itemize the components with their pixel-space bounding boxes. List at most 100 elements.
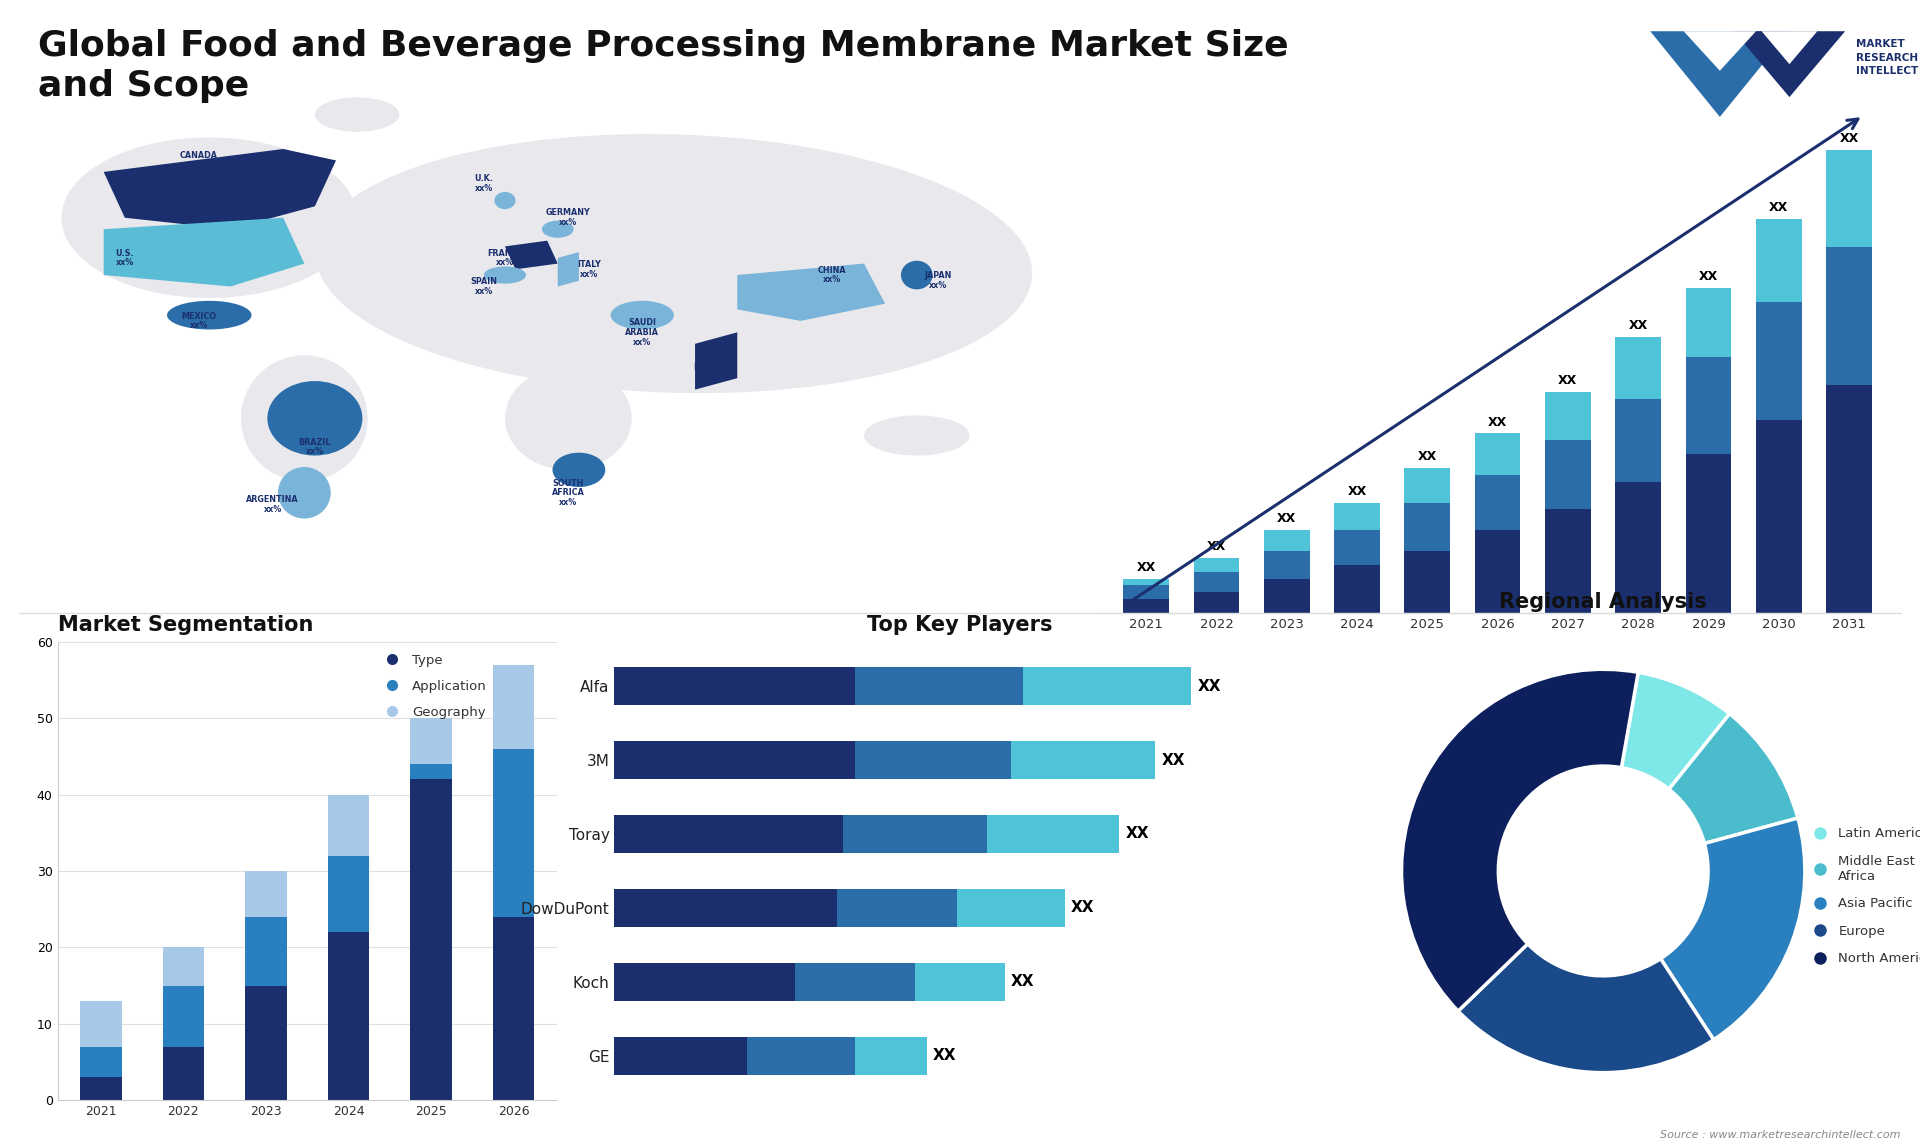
- Bar: [614, 667, 854, 705]
- Text: XX: XX: [1839, 132, 1859, 146]
- Bar: [747, 1037, 854, 1075]
- Text: XX: XX: [1699, 270, 1718, 283]
- Ellipse shape: [167, 301, 252, 330]
- Bar: [1123, 579, 1169, 586]
- Text: XX: XX: [933, 1049, 956, 1063]
- Text: XX: XX: [1417, 450, 1436, 463]
- Bar: [956, 888, 1066, 927]
- Bar: [1194, 558, 1238, 572]
- Bar: [411, 779, 451, 1100]
- Bar: [1546, 392, 1592, 440]
- Ellipse shape: [278, 468, 330, 518]
- Text: INDIA
xx%: INDIA xx%: [693, 363, 718, 382]
- Polygon shape: [104, 218, 303, 286]
- Bar: [411, 764, 451, 779]
- Bar: [328, 856, 369, 932]
- Text: CHINA
xx%: CHINA xx%: [818, 266, 847, 284]
- Text: U.S.
xx%: U.S. xx%: [115, 249, 134, 267]
- Bar: [328, 794, 369, 856]
- Text: XX: XX: [1628, 319, 1647, 332]
- Bar: [1826, 246, 1872, 385]
- Bar: [614, 888, 837, 927]
- Polygon shape: [559, 252, 580, 286]
- Bar: [1615, 337, 1661, 399]
- Bar: [614, 963, 795, 1002]
- Text: SAUDI
ARABIA
xx%: SAUDI ARABIA xx%: [626, 319, 659, 346]
- Wedge shape: [1402, 669, 1638, 1011]
- Text: JAPAN
xx%: JAPAN xx%: [924, 272, 952, 290]
- Ellipse shape: [495, 193, 515, 210]
- Bar: [1615, 399, 1661, 481]
- Bar: [1686, 289, 1732, 358]
- Text: XX: XX: [1348, 485, 1367, 497]
- Bar: [614, 740, 854, 779]
- Text: XX: XX: [1208, 540, 1227, 554]
- Bar: [1404, 503, 1450, 551]
- Bar: [854, 1037, 927, 1075]
- Text: FRANCE
xx%: FRANCE xx%: [488, 249, 522, 267]
- Bar: [246, 986, 286, 1100]
- Bar: [1757, 303, 1801, 419]
- Ellipse shape: [553, 453, 605, 487]
- Bar: [1012, 740, 1156, 779]
- Wedge shape: [1668, 714, 1797, 843]
- Wedge shape: [1661, 818, 1805, 1039]
- Polygon shape: [505, 241, 559, 269]
- Title: Regional Analysis: Regional Analysis: [1500, 591, 1707, 612]
- Text: Source : www.marketresearchintellect.com: Source : www.marketresearchintellect.com: [1661, 1130, 1901, 1140]
- Bar: [1404, 468, 1450, 503]
- Text: U.K.
xx%: U.K. xx%: [474, 174, 493, 193]
- Polygon shape: [737, 264, 885, 321]
- Text: SPAIN
xx%: SPAIN xx%: [470, 277, 497, 296]
- Bar: [1334, 503, 1380, 531]
- Wedge shape: [1620, 673, 1730, 790]
- Text: XX: XX: [1012, 974, 1035, 989]
- Ellipse shape: [315, 134, 1033, 393]
- Ellipse shape: [900, 261, 933, 290]
- Text: XX: XX: [1071, 901, 1094, 916]
- Polygon shape: [1734, 31, 1845, 97]
- Text: Global Food and Beverage Processing Membrane Market Size
and Scope: Global Food and Beverage Processing Memb…: [38, 29, 1288, 103]
- Ellipse shape: [484, 267, 526, 284]
- Bar: [854, 667, 1023, 705]
- Polygon shape: [1684, 31, 1757, 71]
- Text: XX: XX: [1125, 826, 1148, 841]
- Ellipse shape: [267, 380, 363, 456]
- Bar: [1023, 667, 1192, 705]
- Bar: [1475, 433, 1521, 474]
- Text: XX: XX: [1137, 560, 1156, 574]
- Wedge shape: [1457, 944, 1715, 1073]
- Bar: [411, 719, 451, 764]
- Bar: [246, 917, 286, 986]
- Text: XX: XX: [1559, 374, 1578, 387]
- Bar: [1404, 551, 1450, 613]
- Text: Market Segmentation: Market Segmentation: [58, 614, 313, 635]
- Bar: [1686, 454, 1732, 613]
- Text: BRAZIL
xx%: BRAZIL xx%: [300, 438, 330, 456]
- Bar: [1475, 474, 1521, 531]
- Text: SOUTH
AFRICA
xx%: SOUTH AFRICA xx%: [551, 479, 586, 507]
- Bar: [246, 871, 286, 917]
- Ellipse shape: [864, 416, 970, 455]
- Bar: [81, 1077, 121, 1100]
- Bar: [163, 1046, 204, 1100]
- Bar: [1686, 358, 1732, 454]
- Bar: [493, 748, 534, 917]
- Bar: [843, 815, 987, 854]
- Ellipse shape: [61, 138, 357, 298]
- Bar: [1334, 565, 1380, 613]
- Bar: [493, 917, 534, 1100]
- Bar: [1546, 510, 1592, 613]
- Bar: [1263, 579, 1309, 613]
- Text: XX: XX: [1768, 202, 1788, 214]
- Bar: [795, 963, 916, 1002]
- Text: XX: XX: [1198, 678, 1221, 693]
- Bar: [1194, 592, 1238, 613]
- Ellipse shape: [505, 367, 632, 470]
- Bar: [1263, 551, 1309, 579]
- Text: XX: XX: [1488, 416, 1507, 429]
- Legend: Latin America, Middle East &
Africa, Asia Pacific, Europe, North America: Latin America, Middle East & Africa, Asi…: [1801, 822, 1920, 971]
- Ellipse shape: [242, 355, 369, 481]
- Bar: [81, 1046, 121, 1077]
- Bar: [1334, 531, 1380, 565]
